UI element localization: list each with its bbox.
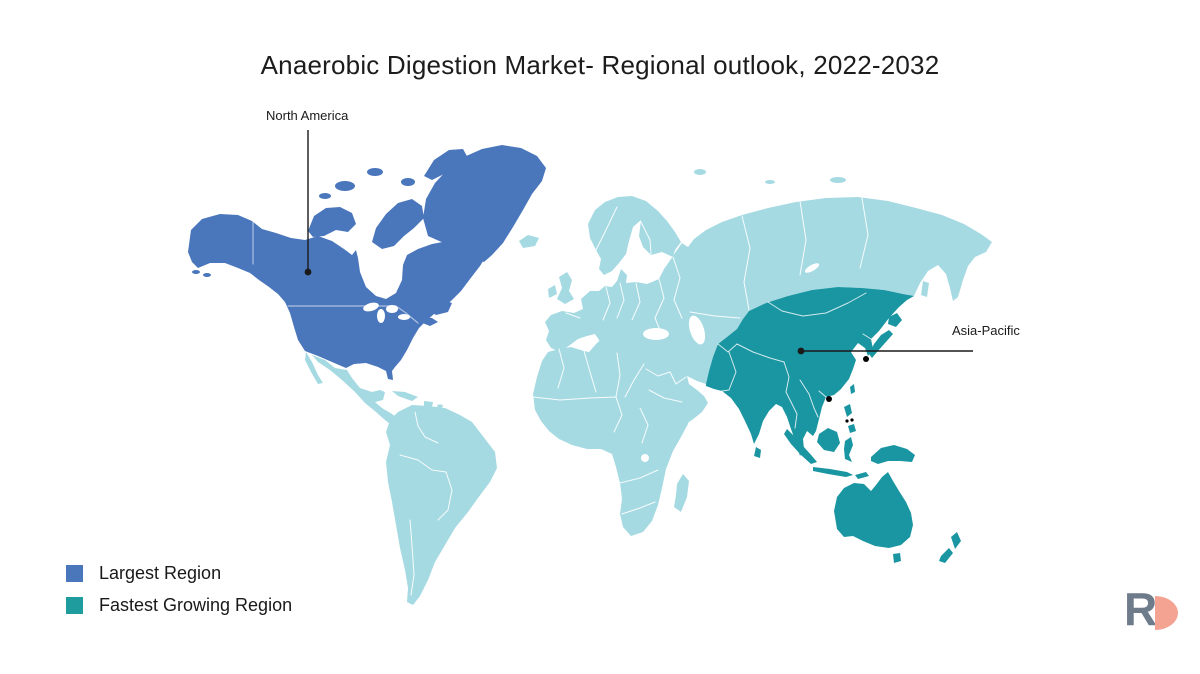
path-newfoundland: [428, 299, 452, 315]
region-north-america: [188, 145, 546, 380]
asia-pacific-label: Asia-Pacific: [952, 323, 1020, 338]
path-sulawesi: [844, 437, 853, 462]
path-cuba: [392, 391, 418, 401]
path-scandinavia: [588, 196, 681, 275]
legend-item-largest-region: Largest Region: [66, 563, 292, 584]
borders-rest-of-world: [399, 197, 869, 596]
path-tasmania: [893, 553, 901, 563]
fastest-growing-region-label: Fastest Growing Region: [99, 595, 293, 615]
borders-asia-pacific: [717, 292, 872, 429]
fastest-growing-region-swatch: [66, 597, 83, 614]
path-ellesmere-island: [424, 149, 468, 180]
path-luzon: [844, 404, 852, 417]
path-australia: [834, 472, 913, 548]
borders-north-america: [252, 220, 419, 324]
path-nz-south: [939, 548, 953, 563]
north-america-marker-dot: [304, 268, 312, 276]
path-baja: [305, 352, 323, 384]
inland-lakes: [363, 263, 820, 462]
region-rest-of-world: [305, 169, 992, 605]
logo-d-shape: [1155, 596, 1179, 630]
path-hokkaido: [888, 313, 902, 327]
path-nz-north: [951, 532, 961, 549]
path-new-guinea: [871, 445, 915, 464]
path-mexico-central-america: [312, 355, 415, 436]
path-sumatra: [784, 429, 817, 464]
path-taiwan: [850, 384, 855, 394]
path-iceland: [519, 235, 539, 248]
path-baffin-island: [372, 199, 424, 249]
path-eurasia: [545, 197, 992, 428]
asia-pacific-marker-dot: [797, 347, 805, 355]
brand-logo: R: [1124, 583, 1179, 635]
page-title: Anaerobic Digestion Market- Regional out…: [260, 50, 940, 80]
path-java: [813, 467, 853, 477]
path-hispaniola: [424, 401, 433, 407]
logo-letter-r: R: [1124, 583, 1157, 635]
path-timor: [855, 472, 869, 479]
path-sri-lanka: [754, 447, 761, 458]
path-south-america: [386, 405, 497, 605]
leader-north-america: [304, 130, 312, 276]
path-sakhalin: [921, 281, 929, 297]
path-greenland: [423, 145, 546, 262]
path-madagascar: [674, 474, 689, 512]
leader-asia-pacific: [797, 347, 973, 355]
path-ireland: [548, 285, 557, 298]
path-asia-mainland: [706, 287, 914, 456]
path-africa: [533, 347, 691, 536]
path-mindanao: [848, 424, 856, 433]
path-victoria-island: [308, 207, 356, 237]
north-america-label: North America: [266, 108, 349, 123]
legend-item-fastest-growing-region: Fastest Growing Region: [66, 595, 292, 616]
path-north-america-mainland: [188, 214, 488, 380]
path-nova-scotia: [420, 317, 438, 326]
largest-region-label: Largest Region: [99, 563, 222, 583]
path-great-britain: [557, 272, 574, 304]
path-borneo: [817, 428, 840, 452]
legend: Largest Region Fastest Growing Region: [66, 563, 292, 616]
region-asia-pacific: [706, 287, 961, 563]
largest-region-swatch: [66, 565, 83, 582]
